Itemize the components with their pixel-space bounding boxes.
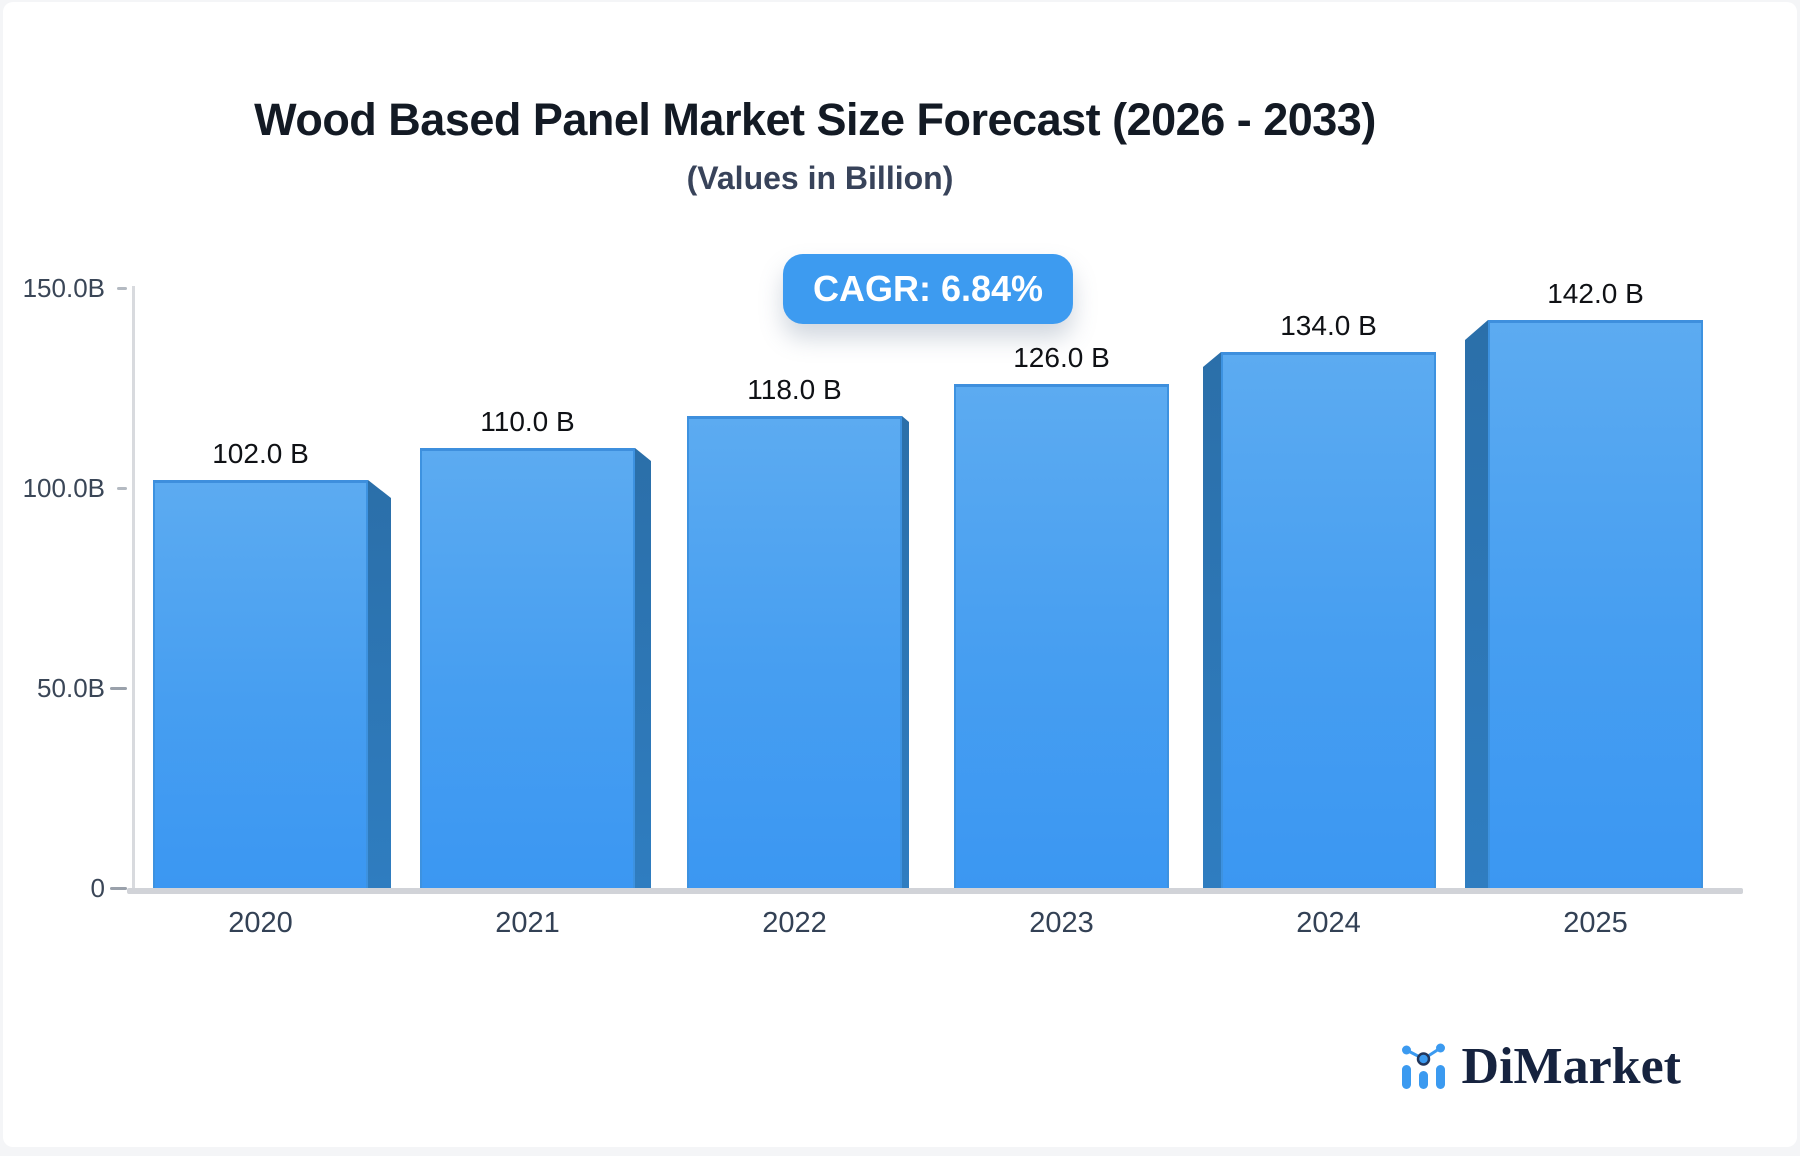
bar-value-label-2024: 134.0 B	[1280, 310, 1377, 341]
bar-face-2022[interactable]	[687, 416, 902, 888]
bar-value-label-2020: 102.0 B	[212, 438, 309, 469]
x-axis-label-2021: 2021	[495, 907, 560, 939]
y-axis-label-100.0B: 100.0B	[22, 473, 105, 503]
y-axis-label-150.0B: 150.0B	[22, 273, 105, 303]
y-axis-tick	[117, 487, 127, 490]
chart-subtitle: (Values in Billion)	[686, 160, 954, 196]
logo-text: DiMarket	[1461, 1038, 1681, 1095]
x-axis-baseline	[127, 888, 1743, 894]
bar-2020[interactable]	[153, 480, 391, 888]
bar-value-label-2023: 126.0 B	[1013, 342, 1110, 373]
y-axis-label-0: 0	[90, 873, 105, 903]
bar-face-2024[interactable]	[1221, 352, 1436, 888]
bar-value-label-2021: 110.0 B	[480, 406, 575, 437]
bar-side-face-2020	[368, 480, 391, 888]
bar-2022[interactable]	[687, 416, 909, 888]
bar-2023[interactable]	[954, 384, 1169, 888]
bar-value-label-2025: 142.0 B	[1547, 278, 1644, 309]
bar-side-face-2022	[902, 416, 909, 888]
x-axis-label-2020: 2020	[228, 907, 293, 939]
cagr-badge: CAGR: 6.84%	[782, 254, 1074, 324]
bar-face-2020[interactable]	[153, 480, 368, 888]
x-axis-label-2023: 2023	[1029, 907, 1094, 939]
chart-card: Wood Based Panel Market Size Forecast (2…	[3, 2, 1797, 1147]
y-axis-tick	[110, 887, 127, 890]
bar-2025[interactable]	[1465, 320, 1703, 888]
bar-2024[interactable]	[1203, 352, 1436, 888]
bar-face-2021[interactable]	[420, 448, 635, 888]
bar-value-label-2022: 118.0 B	[747, 374, 842, 405]
bar-face-2023[interactable]	[954, 384, 1169, 888]
y-axis-line	[132, 286, 135, 890]
x-axis-label-2025: 2025	[1563, 907, 1628, 939]
dimarket-logo[interactable]: DiMarket	[1400, 1038, 1681, 1095]
y-axis-label-50.0B: 50.0B	[37, 673, 105, 703]
bar-side-face-2024	[1203, 352, 1221, 888]
bar-side-face-2021	[635, 448, 651, 888]
y-axis-tick	[117, 287, 127, 290]
mini-bar-chart-icon	[1401, 1043, 1445, 1089]
x-axis-label-2022: 2022	[762, 907, 827, 939]
bar-side-face-2025	[1465, 320, 1488, 888]
y-axis-tick	[110, 687, 127, 690]
chart-title: Wood Based Panel Market Size Forecast (2…	[254, 94, 1376, 145]
bar-2021[interactable]	[420, 448, 651, 888]
x-axis-label-2024: 2024	[1296, 907, 1361, 939]
bar-face-2025[interactable]	[1488, 320, 1703, 888]
